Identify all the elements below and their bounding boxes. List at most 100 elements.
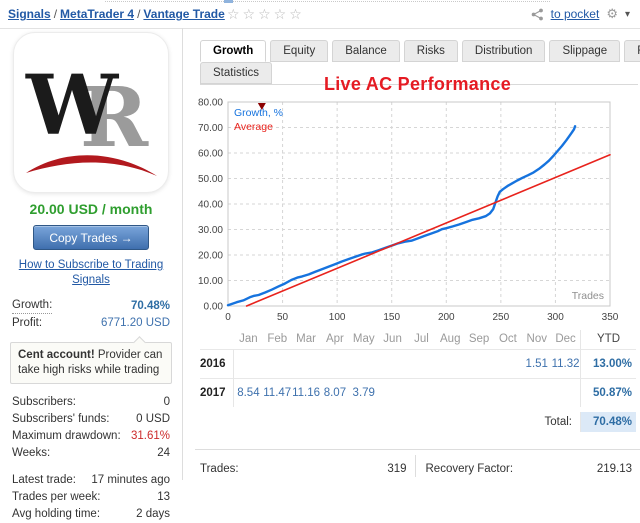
- gear-icon[interactable]: ⚙: [606, 6, 618, 22]
- svg-text:Growth, %: Growth, %: [234, 107, 283, 119]
- month-value: [234, 349, 263, 378]
- ytd-header: YTD: [580, 330, 636, 349]
- stat-label: Maximum drawdown:: [12, 428, 121, 445]
- month-value: 11.32: [551, 349, 580, 378]
- breadcrumb-link-metatrader-4[interactable]: MetaTrader 4: [60, 7, 134, 21]
- month-value: [378, 349, 407, 378]
- svg-text:30.00: 30.00: [198, 225, 223, 236]
- breadcrumb: Signals/MetaTrader 4/Vantage Trade: [8, 7, 225, 21]
- to-pocket-link[interactable]: to pocket: [551, 7, 600, 21]
- svg-text:50: 50: [277, 312, 289, 323]
- month-value: [407, 378, 436, 407]
- year-label: 2016: [200, 349, 234, 378]
- table-corner: [200, 330, 234, 349]
- svg-text:250: 250: [493, 312, 510, 323]
- signal-sidebar: R W 20.00 USD / month Copy Trades → How …: [0, 28, 182, 480]
- breadcrumb-separator: /: [51, 7, 60, 21]
- stat-value: 6771.20 USD: [101, 315, 170, 332]
- tab-equity[interactable]: Equity: [270, 40, 328, 62]
- month-value: [494, 378, 523, 407]
- stat-label: Growth:: [12, 298, 52, 314]
- month-value: [551, 378, 580, 407]
- caret-down-icon[interactable]: ▾: [625, 9, 630, 20]
- month-value: 8.07: [321, 378, 350, 407]
- year-label: 2017: [200, 378, 234, 407]
- rating-stars[interactable]: ☆☆☆☆☆: [227, 6, 305, 23]
- month-header: May: [349, 330, 378, 349]
- svg-text:80.00: 80.00: [198, 98, 223, 109]
- section-divider: [195, 449, 640, 450]
- copy-trades-button[interactable]: Copy Trades →: [33, 225, 149, 250]
- stat-label: Avg holding time:: [12, 506, 100, 523]
- stat-value: 0: [164, 394, 170, 411]
- subscription-price: 20.00 USD / month: [0, 201, 182, 217]
- svg-text:300: 300: [547, 312, 564, 323]
- tab-balance[interactable]: Balance: [332, 40, 400, 62]
- month-value: [522, 378, 551, 407]
- stat-value: 0 USD: [136, 411, 170, 428]
- share-icon[interactable]: [531, 8, 544, 21]
- total-label: Total:: [200, 407, 580, 432]
- footer-stats: Trades: 319 Recovery Factor:219.13: [195, 455, 640, 477]
- breadcrumb-link-vantage-trade[interactable]: Vantage Trade: [143, 7, 224, 21]
- svg-text:20.00: 20.00: [198, 251, 223, 262]
- month-value: [494, 349, 523, 378]
- month-value: [436, 349, 465, 378]
- month-value: [378, 378, 407, 407]
- month-header: Mar: [292, 330, 321, 349]
- month-header: Feb: [263, 330, 292, 349]
- subscribe-help-link[interactable]: How to Subscribe to Trading Signals: [14, 258, 168, 288]
- tab-growth[interactable]: Growth: [200, 40, 266, 62]
- month-value: 3.79: [349, 378, 378, 407]
- month-value: [292, 349, 321, 378]
- svg-text:Trades: Trades: [572, 290, 604, 302]
- month-header: Dec: [551, 330, 580, 349]
- stat-value: 70.48%: [131, 298, 170, 315]
- svg-text:50.00: 50.00: [198, 174, 223, 185]
- trades-stat: Trades: 319: [195, 455, 415, 477]
- stat-row: Latest trade:17 minutes ago: [12, 472, 170, 489]
- page-header: Signals/MetaTrader 4/Vantage Trade ☆☆☆☆☆…: [0, 0, 640, 29]
- stat-row: Avg holding time: 2 days: [12, 506, 170, 523]
- month-value: [263, 349, 292, 378]
- svg-text:60.00: 60.00: [198, 149, 223, 160]
- stat-row: Weeks: 24: [12, 445, 170, 462]
- month-value: [465, 349, 494, 378]
- month-value: [465, 378, 494, 407]
- stat-value: 31.61%: [131, 428, 170, 445]
- stat-label: Weeks:: [12, 445, 50, 462]
- sidebar-divider: [182, 28, 183, 480]
- stat-row: Trades per week:13: [12, 489, 170, 506]
- svg-text:100: 100: [329, 312, 346, 323]
- tab-distribution[interactable]: Distribution: [462, 40, 546, 62]
- svg-text:Average: Average: [234, 121, 273, 133]
- stat-label: Profit:: [12, 315, 42, 332]
- tab-slippage[interactable]: Slippage: [549, 40, 620, 62]
- svg-text:0.00: 0.00: [204, 302, 224, 313]
- tab-risks[interactable]: Risks: [404, 40, 458, 62]
- month-value: [321, 349, 350, 378]
- month-value: [349, 349, 378, 378]
- ytd-value: 13.00%: [580, 349, 636, 378]
- stat-value: 24: [157, 445, 170, 462]
- stat-label: Subscribers:: [12, 394, 76, 411]
- footer-stat-label: Trades:: [200, 461, 239, 477]
- tab-reviews[interactable]: Reviews: [624, 40, 640, 62]
- recovery-factor-stat: Recovery Factor:219.13: [415, 455, 640, 477]
- breadcrumb-link-signals[interactable]: Signals: [8, 7, 51, 21]
- stat-row: Growth: 70.48%: [12, 298, 170, 315]
- svg-text:150: 150: [383, 312, 400, 323]
- stat-row: Profit: 6771.20 USD: [12, 315, 170, 332]
- month-value: 11.16: [292, 378, 321, 407]
- ytd-value: 50.87%: [580, 378, 636, 407]
- stat-value: 2 days: [136, 506, 170, 523]
- svg-text:0: 0: [225, 312, 231, 323]
- stat-value: 13: [157, 489, 170, 506]
- month-header: Jun: [378, 330, 407, 349]
- footer-stat-label: Recovery Factor:: [426, 461, 514, 477]
- stat-row: Maximum drawdown: 31.61%: [12, 428, 170, 445]
- footer-stat-value: 319: [387, 461, 406, 477]
